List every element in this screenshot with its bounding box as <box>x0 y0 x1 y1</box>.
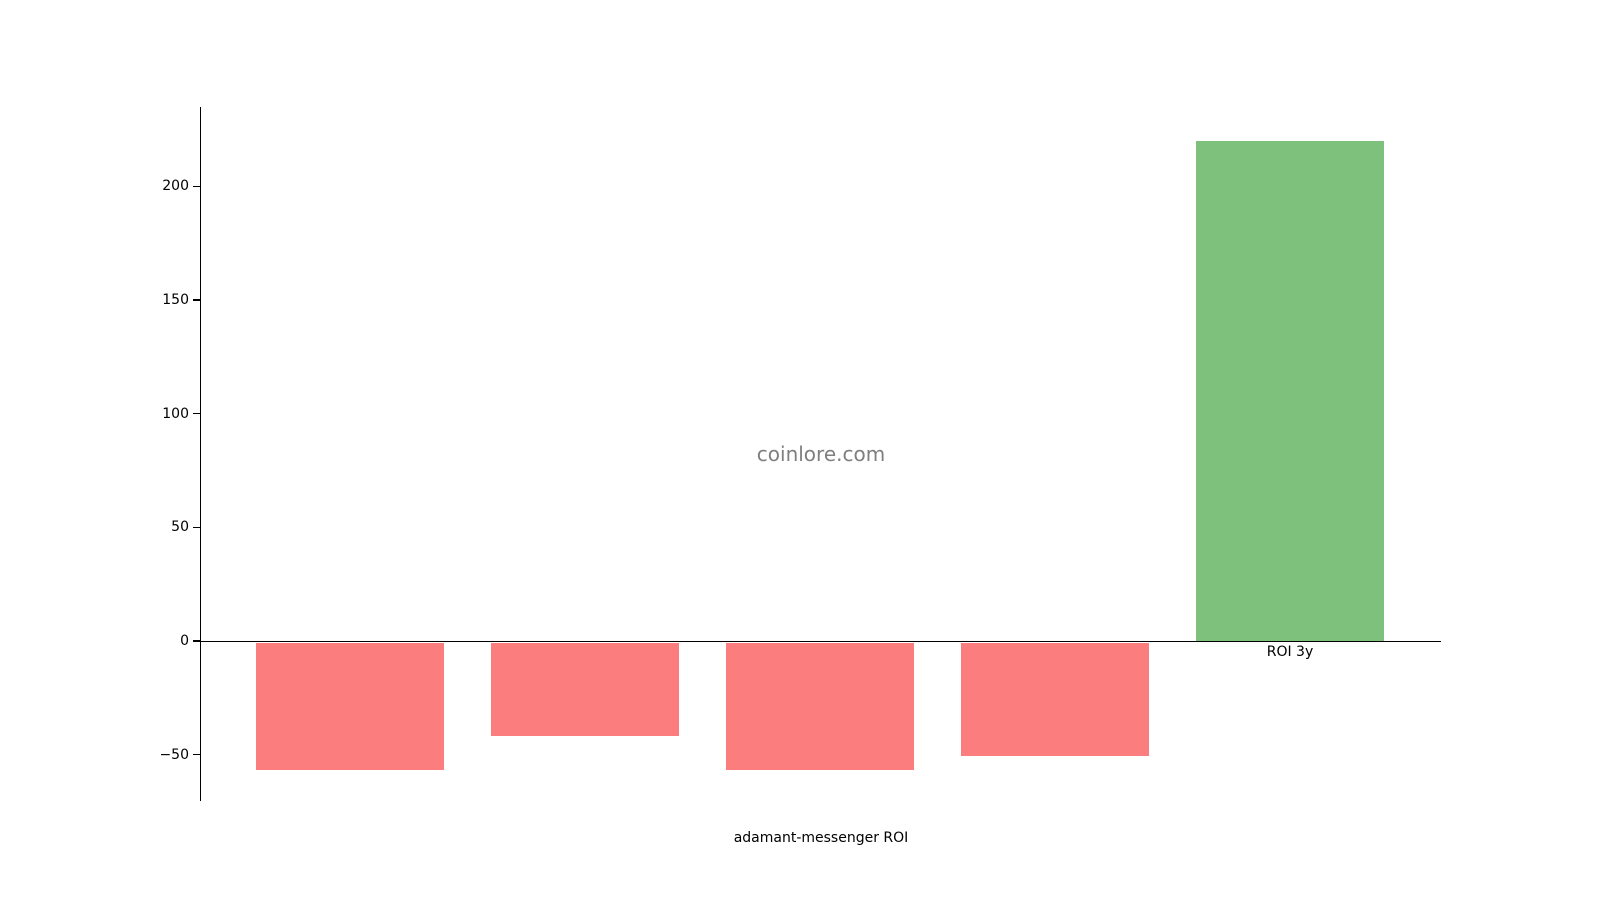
bar-category-0 <box>256 642 444 770</box>
y-tick-mark-0 <box>192 640 200 642</box>
y-tick-mark-150 <box>192 299 200 301</box>
y-tick-label-100: 100 <box>162 405 189 422</box>
y-tick-label-200: 200 <box>162 178 189 195</box>
y-tick-mark-100 <box>192 412 200 415</box>
y-axis-line <box>199 107 201 801</box>
y-tick-label-0: 0 <box>180 633 189 649</box>
x-axis-title: adamant-messenger ROI <box>733 830 909 846</box>
x-tick-label-roi-3y: ROI 3y <box>1266 644 1314 660</box>
bar-category-2 <box>726 642 914 770</box>
y-tick-mark--50 <box>192 754 200 756</box>
watermark: coinlore.com <box>756 442 886 466</box>
bar-roi-3y <box>1196 140 1384 641</box>
y-tick-mark-50 <box>192 526 200 528</box>
y-tick-mark-200 <box>192 185 200 187</box>
bar-category-1 <box>491 642 679 736</box>
plot-area: −50 0 50 100 150 200 ROI 3y coinlore.com <box>159 107 1441 801</box>
y-tick-label-50: 50 <box>171 519 189 536</box>
x-axis-zero-line <box>201 640 1441 642</box>
bar-category-3 <box>961 642 1149 757</box>
y-tick-label--50: −50 <box>159 746 189 763</box>
y-tick-label-150: 150 <box>162 291 189 308</box>
